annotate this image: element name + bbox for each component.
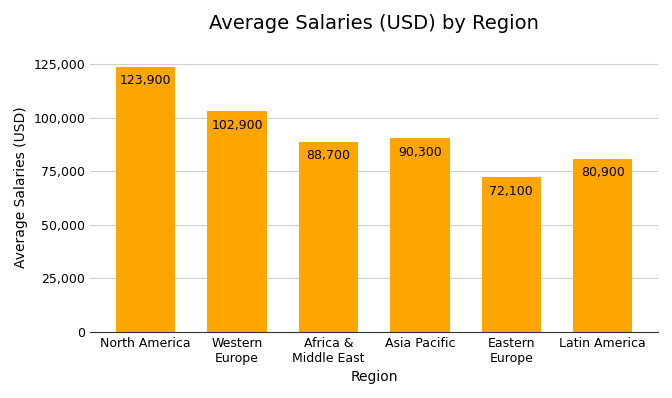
- Bar: [208, 111, 267, 332]
- X-axis label: Region: Region: [350, 370, 398, 384]
- Text: 123,900: 123,900: [120, 74, 171, 87]
- Bar: [390, 139, 450, 332]
- Y-axis label: Average Salaries (USD): Average Salaries (USD): [14, 106, 28, 268]
- Title: Average Salaries (USD) by Region: Average Salaries (USD) by Region: [209, 14, 539, 33]
- Bar: [482, 178, 541, 332]
- Text: 80,900: 80,900: [581, 166, 624, 179]
- Bar: [299, 142, 358, 332]
- Text: 88,700: 88,700: [306, 149, 351, 162]
- Bar: [573, 158, 632, 332]
- Text: 90,300: 90,300: [398, 146, 442, 159]
- Bar: [116, 66, 175, 332]
- Text: 72,100: 72,100: [489, 185, 533, 198]
- Text: 102,900: 102,900: [211, 119, 263, 132]
